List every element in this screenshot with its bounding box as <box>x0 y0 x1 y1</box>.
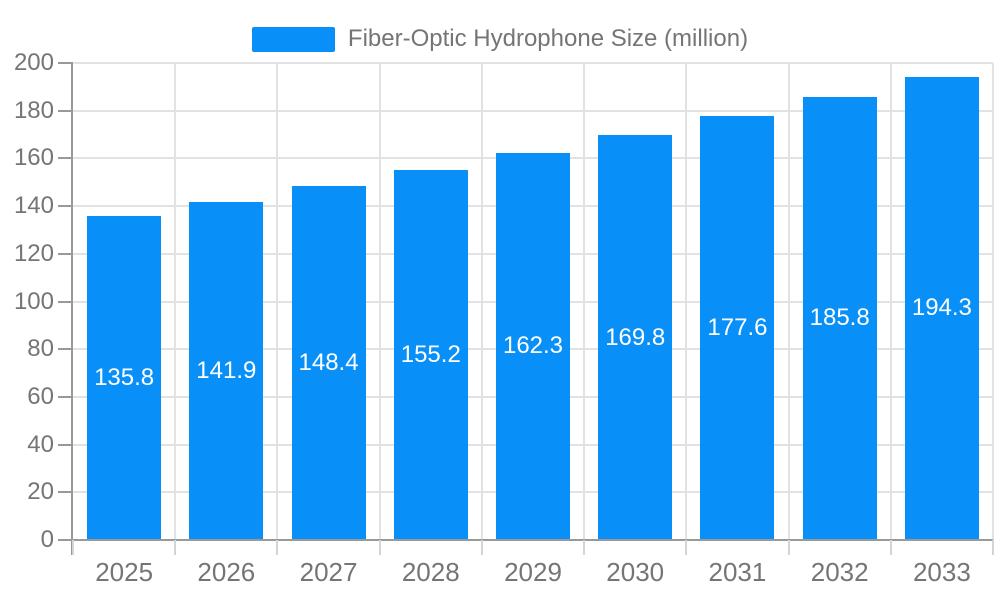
y-tick-label: 160 <box>13 144 54 172</box>
y-axis-tick <box>58 395 73 398</box>
x-tick-label: 2033 <box>912 557 971 587</box>
x-axis-tick <box>787 540 790 555</box>
y-axis-line <box>71 63 73 555</box>
bar-value-label: 155.2 <box>400 340 461 368</box>
y-axis-tick <box>58 252 73 255</box>
grid-line-v <box>480 63 483 540</box>
bar-value-label: 141.9 <box>196 356 257 384</box>
y-axis-tick <box>58 109 73 112</box>
bar[interactable]: 185.8 <box>802 96 877 540</box>
x-tick-label: 2025 <box>95 557 154 587</box>
bar[interactable]: 162.3 <box>496 152 570 540</box>
y-axis-tick <box>58 62 73 64</box>
y-tick-label: 180 <box>13 96 54 124</box>
bar[interactable]: 194.3 <box>904 76 979 540</box>
y-axis-tick <box>58 205 73 208</box>
bar[interactable]: 169.8 <box>598 135 673 540</box>
x-axis-tick <box>480 540 483 555</box>
legend: Fiber-Optic Hydrophone Size (million) <box>0 24 1000 54</box>
y-axis-tick <box>58 348 73 351</box>
grid-line-v <box>583 63 586 540</box>
y-tick-label: 60 <box>27 382 54 410</box>
x-tick-label: 2031 <box>708 557 767 587</box>
x-tick-label: 2029 <box>504 557 562 587</box>
y-tick-label: 80 <box>27 335 54 363</box>
bar[interactable]: 148.4 <box>291 186 366 540</box>
bar-value-label: 185.8 <box>809 304 870 332</box>
grid-line-v <box>378 63 381 540</box>
y-axis-tick <box>58 491 73 494</box>
bar-value-label: 194.3 <box>911 294 972 322</box>
grid-line-v <box>889 63 892 540</box>
bar[interactable]: 135.8 <box>87 216 162 540</box>
y-tick-label: 0 <box>40 526 54 553</box>
y-axis-tick <box>58 539 73 541</box>
x-axis-tick <box>276 540 279 555</box>
legend-label: Fiber-Optic Hydrophone Size (million) <box>347 25 749 52</box>
y-axis-tick <box>58 443 73 446</box>
y-tick-label: 140 <box>13 192 54 220</box>
x-axis-tick <box>685 540 688 555</box>
x-tick-label: 2030 <box>606 557 665 587</box>
y-tick-label: 20 <box>27 478 54 506</box>
y-axis-tick <box>58 300 73 303</box>
bar[interactable]: 141.9 <box>189 201 264 540</box>
grid-line-h <box>73 109 993 112</box>
grid-line-h <box>73 62 993 64</box>
legend-swatch <box>251 26 335 52</box>
y-axis-tick <box>58 157 73 160</box>
y-tick-label: 120 <box>13 239 54 267</box>
x-axis-tick <box>583 540 586 555</box>
bar-value-label: 169.8 <box>605 323 666 351</box>
x-axis-tick <box>72 540 74 555</box>
grid-line-v <box>174 63 177 540</box>
grid-line-v <box>276 63 279 540</box>
legend-item[interactable]: Fiber-Optic Hydrophone Size (million) <box>251 25 749 53</box>
grid-line-v <box>685 63 688 540</box>
x-tick-label: 2028 <box>401 557 460 587</box>
x-axis-line <box>58 539 993 541</box>
bar[interactable]: 177.6 <box>700 116 775 540</box>
x-axis-tick <box>174 540 177 555</box>
bar-value-label: 162.3 <box>502 332 564 360</box>
bar-value-label: 135.8 <box>94 364 155 392</box>
y-tick-label: 40 <box>27 430 54 458</box>
x-tick-label: 2027 <box>299 557 358 587</box>
bar-value-label: 148.4 <box>298 349 359 377</box>
x-tick-label: 2026 <box>197 557 256 587</box>
x-tick-label: 2032 <box>810 557 869 587</box>
grid-line-v <box>992 63 994 540</box>
bar-value-label: 177.6 <box>707 314 768 342</box>
x-axis-tick <box>378 540 381 555</box>
x-axis-tick <box>889 540 892 555</box>
bar[interactable]: 155.2 <box>393 169 468 540</box>
y-tick-label: 100 <box>13 287 54 315</box>
x-axis-tick <box>992 540 994 555</box>
grid-line-v <box>787 63 790 540</box>
y-tick-label: 200 <box>13 49 54 76</box>
